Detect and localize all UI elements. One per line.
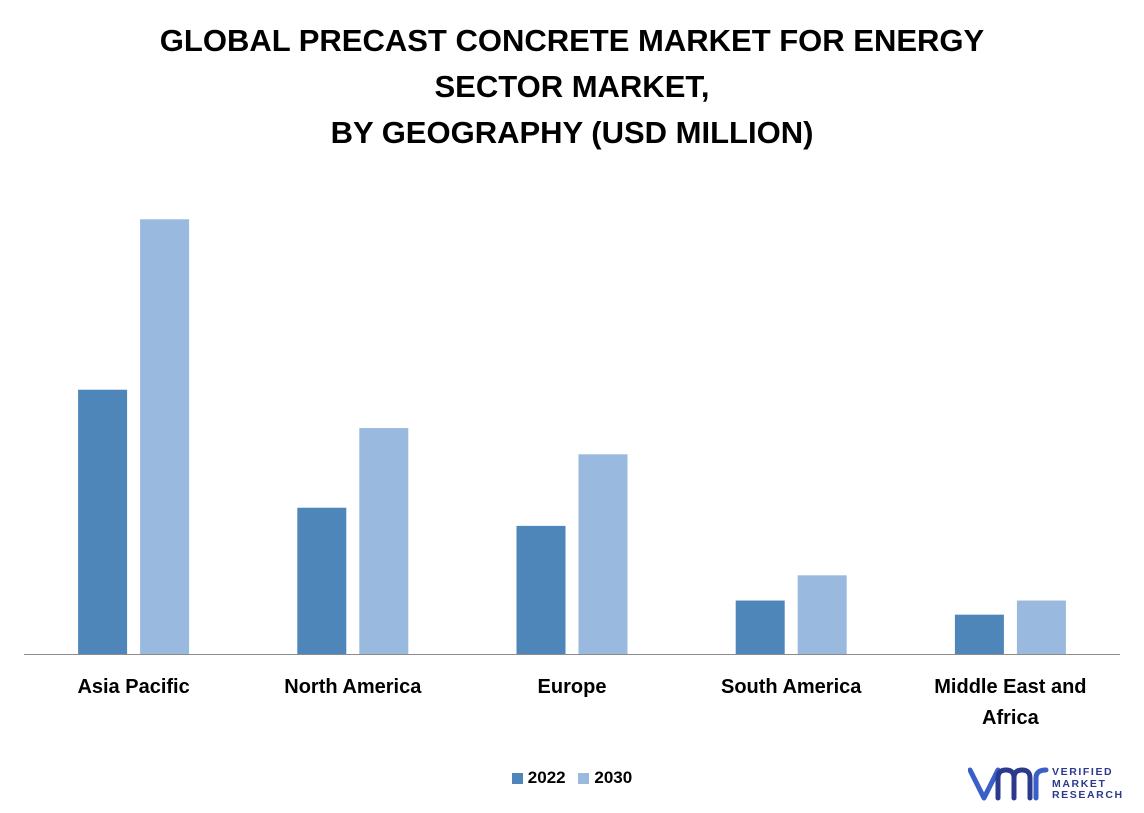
legend-item-2030: 2030 (578, 768, 632, 788)
chart-legend: 2022 2030 (0, 768, 1144, 789)
x-tick-label-4-0: Middle East and (934, 676, 1086, 698)
chart-title-line-3: BY GEOGRAPHY (USD MILLION) (330, 115, 814, 150)
legend-item-2022: 2022 (511, 768, 566, 788)
legend-label-2030: 2030 (594, 768, 633, 787)
x-tick-label-0-0: Asia Pacific (77, 676, 189, 698)
legend-swatch-2030 (578, 772, 590, 784)
company-logo: VERIFIED MARKET RESEARCH (968, 762, 1133, 806)
logo-text-line-2: MARKET (1052, 777, 1107, 790)
logo-text-line-3: RESEARCH (1052, 789, 1124, 801)
bar-2022-0 (78, 389, 128, 654)
vmr-logo-icon (968, 767, 1049, 801)
x-tick-label-4-1: Africa (982, 707, 1040, 729)
x-tick-label-1-0: North America (284, 676, 422, 698)
bar-2022-4 (954, 614, 1004, 654)
bar-2030-1 (359, 428, 409, 654)
bar-2030-3 (797, 575, 847, 654)
bar-2022-1 (297, 507, 347, 654)
bar-2022-2 (516, 525, 566, 654)
chart-title-line-2: SECTOR MARKET, (434, 69, 710, 104)
x-tick-label-3-0: South America (721, 676, 862, 698)
legend-label-2022: 2022 (527, 768, 566, 787)
chart-title: GLOBAL PRECAST CONCRETE MARKET FOR ENERG… (100, 18, 1044, 156)
chart-title-line-1: GLOBAL PRECAST CONCRETE MARKET FOR ENERG… (159, 23, 985, 58)
logo-text: VERIFIED MARKET RESEARCH (1052, 766, 1124, 802)
bar-2022-3 (735, 600, 785, 654)
legend-swatch-2022 (511, 772, 523, 784)
bar-2030-0 (140, 219, 190, 654)
logo-text-line-1: VERIFIED (1052, 766, 1114, 778)
bar-2030-4 (1016, 600, 1066, 654)
bar-chart: Asia Pacific North America Europe South Ame… (24, 219, 1120, 729)
bar-2030-2 (578, 454, 628, 654)
x-tick-label-2-0: Europe (538, 676, 607, 698)
